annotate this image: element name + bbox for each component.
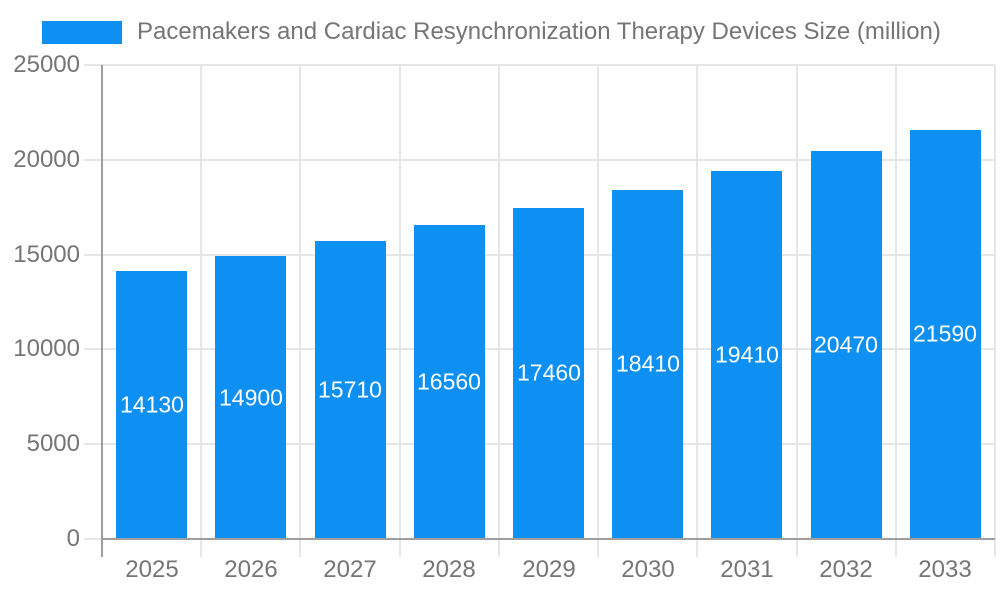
- bar-value-label: 15710: [318, 376, 382, 403]
- x-tick-label: 2031: [720, 556, 774, 583]
- x-tick-label: 2028: [422, 556, 476, 583]
- gridline-horizontal: [84, 538, 102, 540]
- y-tick-label: 0: [66, 525, 80, 552]
- bar: [315, 241, 386, 539]
- x-axis-tick: [796, 539, 798, 557]
- gridline-vertical: [895, 65, 897, 539]
- legend-swatch: [42, 20, 122, 44]
- x-axis-tick: [498, 539, 500, 557]
- gridline-vertical: [299, 65, 301, 539]
- gridline-horizontal: [84, 64, 995, 66]
- x-axis-line: [102, 538, 995, 540]
- bar: [116, 271, 187, 539]
- x-tick-label: 2032: [819, 556, 873, 583]
- x-axis-tick: [994, 539, 996, 557]
- gridline-vertical: [796, 65, 798, 539]
- bar-value-label: 17460: [517, 359, 581, 386]
- bar-value-label: 16560: [417, 368, 481, 395]
- x-tick-label: 2026: [224, 556, 278, 583]
- gridline-vertical: [399, 65, 401, 539]
- y-tick-label: 25000: [13, 51, 80, 78]
- x-tick-label: 2030: [621, 556, 675, 583]
- x-axis-tick: [696, 539, 698, 557]
- gridline-vertical: [994, 65, 996, 539]
- x-axis-tick: [399, 539, 401, 557]
- gridline-vertical: [498, 65, 500, 539]
- bar-value-label: 19410: [715, 341, 779, 368]
- bar-value-label: 14130: [120, 391, 184, 418]
- bar: [612, 190, 683, 539]
- bar-value-label: 18410: [616, 350, 680, 377]
- x-axis-tick: [299, 539, 301, 557]
- bar: [811, 151, 882, 539]
- y-axis-line: [101, 65, 103, 557]
- x-axis-tick: [597, 539, 599, 557]
- bar: [910, 130, 981, 539]
- bar-value-label: 14900: [219, 384, 283, 411]
- legend: Pacemakers and Cardiac Resynchronization…: [42, 20, 941, 44]
- bar-value-label: 20470: [814, 331, 878, 358]
- bar: [513, 208, 584, 539]
- y-tick-label: 20000: [13, 146, 80, 173]
- x-tick-label: 2025: [125, 556, 179, 583]
- bar-value-label: 21590: [913, 320, 977, 347]
- bar: [215, 256, 286, 539]
- gridline-horizontal: [84, 159, 995, 161]
- x-tick-label: 2027: [323, 556, 377, 583]
- bar: [414, 225, 485, 539]
- y-tick-label: 10000: [13, 335, 80, 362]
- y-tick-label: 15000: [13, 241, 80, 268]
- gridline-vertical: [696, 65, 698, 539]
- y-tick-label: 5000: [26, 430, 80, 457]
- x-axis-tick: [895, 539, 897, 557]
- gridline-vertical: [200, 65, 202, 539]
- x-axis-tick: [200, 539, 202, 557]
- bar: [711, 171, 782, 539]
- x-tick-label: 2029: [522, 556, 576, 583]
- gridline-vertical: [597, 65, 599, 539]
- chart-title: Pacemakers and Cardiac Resynchronization…: [137, 18, 941, 45]
- x-tick-label: 2033: [918, 556, 972, 583]
